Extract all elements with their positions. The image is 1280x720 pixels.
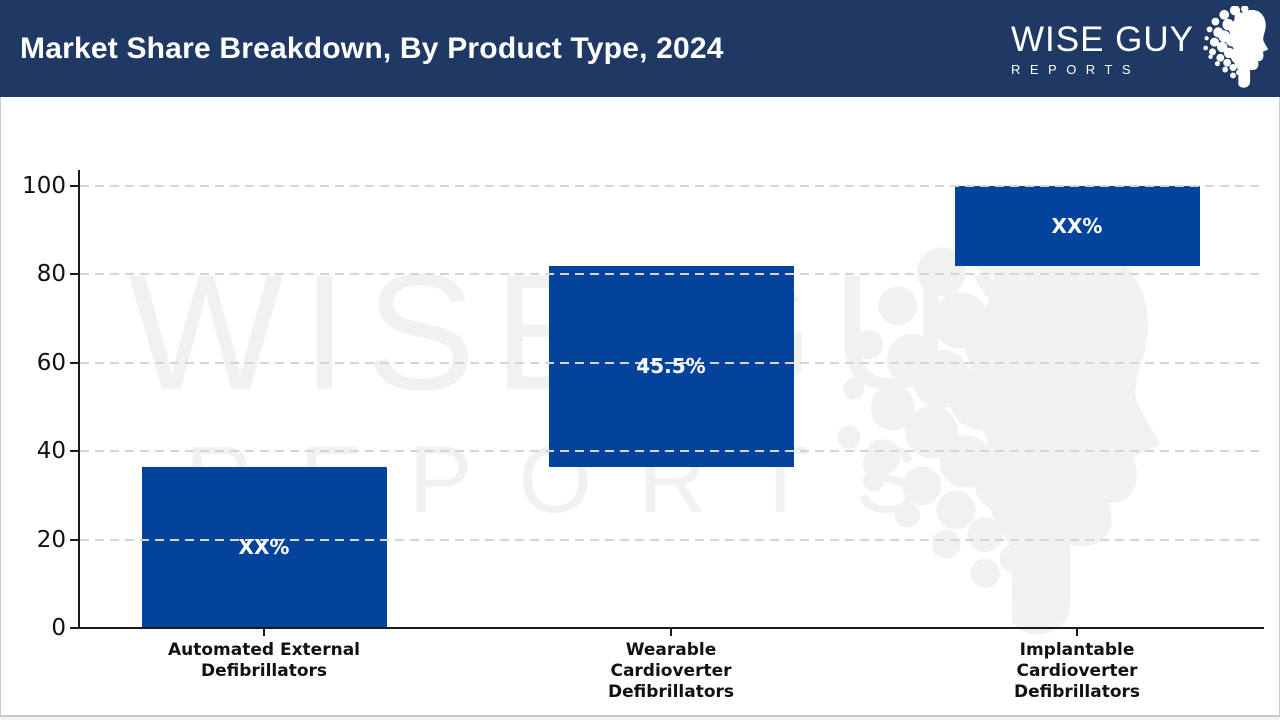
x-category-line: Defibrillators bbox=[200, 661, 328, 681]
bar-value-label: 45.5% bbox=[636, 354, 706, 379]
x-tick-mark bbox=[670, 629, 672, 636]
x-category-line: Cardioverter bbox=[1016, 661, 1138, 681]
y-tick-label: 100 bbox=[22, 172, 66, 199]
bar-segment bbox=[548, 265, 794, 467]
grid-line bbox=[80, 538, 1262, 541]
y-tick-label: 40 bbox=[36, 438, 66, 464]
y-tick-mark bbox=[70, 273, 79, 275]
y-tick-label: 60 bbox=[36, 349, 66, 376]
y-tick-mark bbox=[70, 361, 79, 364]
y-tick-mark bbox=[70, 450, 79, 452]
page-title: Market Share Breakdown, By Product Type,… bbox=[20, 31, 724, 65]
logo-wordmark: WISE GUY bbox=[1010, 20, 1194, 59]
x-category-label: Implantable Cardioverter Defibrillators bbox=[907, 640, 1247, 703]
x-category-line: Automated External bbox=[167, 640, 360, 660]
watermark-head-icon bbox=[815, 228, 1165, 656]
bar-segment bbox=[141, 466, 387, 628]
wiseguy-head-icon bbox=[837, 228, 1161, 635]
wiseguy-logo: WISE GUY REPORTS bbox=[1011, 4, 1270, 94]
y-tick-mark bbox=[70, 538, 79, 541]
x-category-label: Wearable Cardioverter Defibrillators bbox=[501, 640, 841, 703]
x-category-line: Cardioverter bbox=[610, 661, 732, 681]
logo-text: WISE GUY REPORTS bbox=[1010, 20, 1194, 78]
grid-line bbox=[80, 450, 1262, 452]
x-category-line: Defibrillators bbox=[607, 682, 735, 702]
y-tick-mark bbox=[70, 184, 79, 187]
x-category-line: Implantable bbox=[1019, 640, 1135, 660]
bottom-border-strip bbox=[0, 715, 1280, 720]
y-tick-label: 20 bbox=[36, 526, 66, 553]
y-tick-label: 0 bbox=[51, 615, 66, 641]
x-tick-mark bbox=[263, 629, 265, 636]
y-tick-label: 80 bbox=[36, 261, 66, 287]
grid-line bbox=[80, 361, 1262, 364]
x-tick-mark bbox=[1076, 629, 1078, 636]
bar-value-label: XX% bbox=[1051, 213, 1103, 238]
y-axis-line bbox=[78, 170, 80, 629]
grid-line bbox=[80, 184, 1262, 187]
wiseguy-head-icon bbox=[1203, 6, 1269, 88]
x-category-line: Wearable bbox=[625, 640, 717, 660]
x-category-line: Defibrillators bbox=[1013, 682, 1141, 702]
x-axis-line bbox=[78, 627, 1264, 629]
x-category-label: Automated External Defibrillators bbox=[94, 640, 434, 682]
y-tick-mark bbox=[70, 627, 79, 629]
logo-subtitle: REPORTS bbox=[1010, 62, 1141, 77]
bar-value-label: XX% bbox=[238, 535, 290, 560]
left-border bbox=[0, 97, 1, 720]
grid-line bbox=[80, 273, 1262, 275]
header-bar: Market Share Breakdown, By Product Type,… bbox=[0, 0, 1280, 97]
